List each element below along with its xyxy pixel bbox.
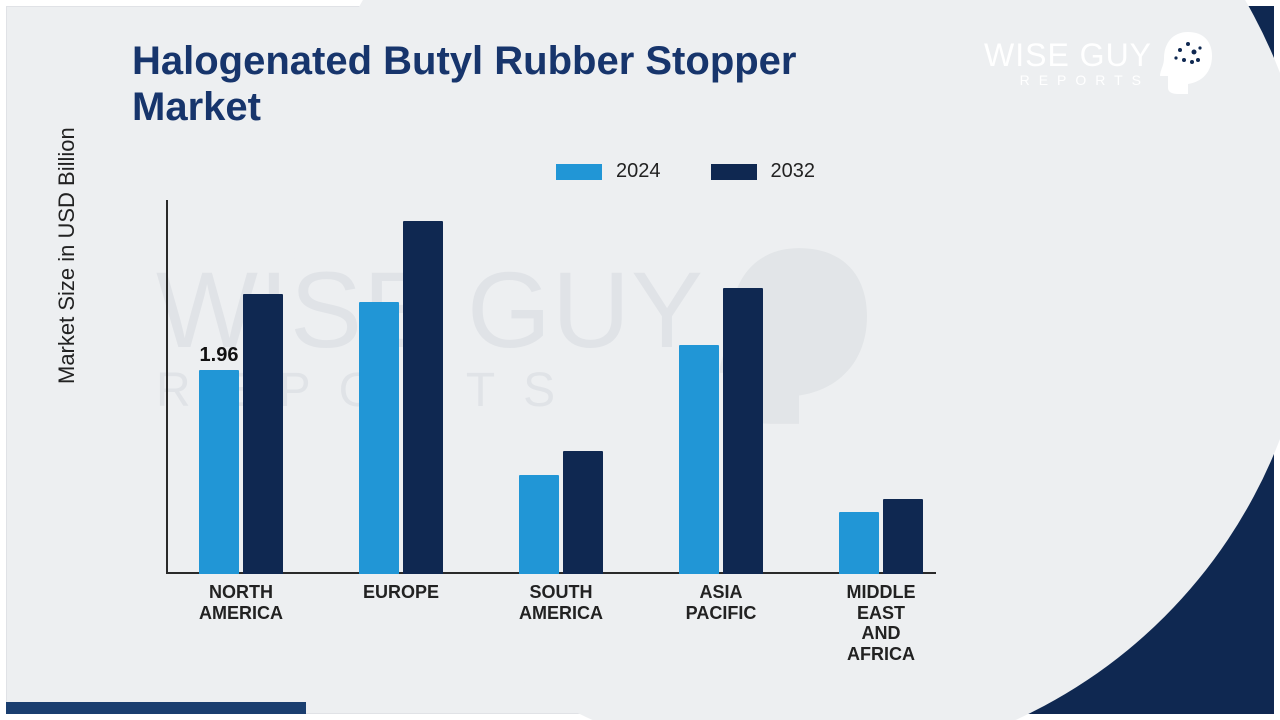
bar-2024 [839, 512, 879, 574]
bar-group: EUROPE [359, 221, 443, 574]
category-label: NORTHAMERICA [171, 582, 311, 623]
legend-item-2024: 2024 [556, 160, 661, 183]
bar-group: NORTHAMERICA [199, 294, 283, 575]
brand-name: WISE GUY [984, 37, 1152, 73]
brand-logo: WISE GUY REPORTS [984, 30, 1244, 96]
bar-group: SOUTHAMERICA [519, 451, 603, 574]
bar-group: MIDDLEEASTANDAFRICA [839, 499, 923, 574]
legend-swatch-2032 [711, 164, 757, 180]
bar-value-label: 1.96 [200, 344, 239, 367]
category-label: SOUTHAMERICA [491, 582, 631, 623]
legend-label-2032: 2032 [771, 160, 816, 183]
bar-2024 [519, 475, 559, 574]
report-card: WISE GUY REPORTS Halogenated Butyl Rubbe… [0, 0, 1280, 720]
bar-group: ASIAPACIFIC [679, 288, 763, 574]
bar-2032 [243, 294, 283, 575]
legend-item-2032: 2032 [711, 160, 816, 183]
bar-chart: Market Size in USD Billion NORTHAMERICA1… [126, 194, 936, 574]
footer-accent-strip [6, 702, 306, 714]
brand-subtitle: REPORTS [984, 73, 1152, 87]
bar-2024 [679, 345, 719, 574]
chart-title: Halogenated Butyl Rubber Stopper Market [132, 38, 852, 130]
y-axis-line [166, 200, 168, 574]
plot-area: NORTHAMERICA1.96 EUROPE SOUTHAMERICA ASIAPA… [166, 200, 936, 574]
category-label: EUROPE [331, 582, 471, 603]
bar-2024 [199, 370, 239, 574]
head-icon [1158, 30, 1218, 96]
category-label: ASIAPACIFIC [651, 582, 791, 623]
bar-2032 [723, 288, 763, 574]
legend-label-2024: 2024 [616, 160, 661, 183]
bar-2032 [883, 499, 923, 574]
y-axis-label: Market Size in USD Billion [54, 127, 80, 384]
bar-2032 [403, 221, 443, 574]
legend-swatch-2024 [556, 164, 602, 180]
legend: 2024 2032 [556, 160, 815, 183]
bar-2024 [359, 302, 399, 574]
bar-2032 [563, 451, 603, 574]
category-label: MIDDLEEASTANDAFRICA [811, 582, 951, 665]
